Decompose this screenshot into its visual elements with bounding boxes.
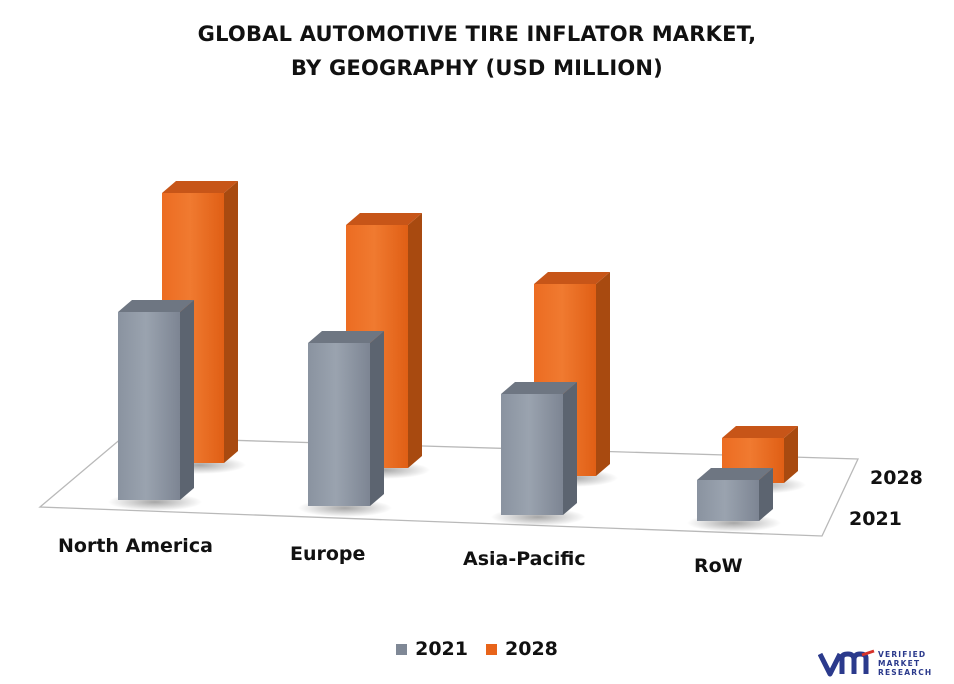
chart-title-line-2: BY GEOGRAPHY (USD MILLION) [291, 56, 663, 80]
bar-top-face [501, 382, 577, 394]
legend-swatch-2028 [486, 643, 497, 655]
bar-2021-asia-pacific [501, 382, 577, 515]
bar-2021-north-america [118, 300, 194, 500]
logo-text: VERIFIED MARKET RESEARCH [878, 650, 932, 677]
bar-front-face [308, 343, 370, 506]
bar-top-face [534, 272, 610, 284]
legend-label-2021: 2021 [415, 638, 468, 660]
bar-side-face [784, 426, 798, 483]
legend-item-2028: 2028 [486, 638, 558, 660]
bar-side-face [224, 181, 238, 463]
floor-plane [38, 436, 860, 537]
bar-top-face [346, 213, 422, 225]
category-label-row: RoW [694, 555, 743, 577]
bar-front-face [118, 312, 180, 500]
bar-front-face [697, 480, 759, 521]
legend-item-2021: 2021 [396, 638, 468, 660]
bar-top-face [308, 331, 384, 343]
vmr-logo-mark [818, 649, 875, 677]
depth-label-2028: 2028 [870, 467, 923, 489]
logo-line-3: RESEARCH [878, 668, 933, 677]
bar-top-face [722, 426, 798, 438]
bar-side-face [370, 331, 384, 506]
bar-side-face [596, 272, 610, 476]
category-label-north-america: North America [58, 535, 213, 557]
bar-2021-row [697, 468, 773, 521]
bar-side-face [563, 382, 577, 515]
bar-side-face [759, 468, 773, 521]
chart-title-line-1: GLOBAL AUTOMOTIVE TIRE INFLATOR MARKET, [197, 22, 757, 46]
bar-top-face [118, 300, 194, 312]
category-label-europe: Europe [290, 543, 366, 565]
depth-label-2021: 2021 [849, 508, 902, 530]
legend-label-2028: 2028 [505, 638, 558, 660]
bar-top-face [162, 181, 238, 193]
logo-line-1: VERIFIED [878, 650, 927, 659]
legend-swatch-2021 [396, 643, 408, 655]
bar-front-face [501, 394, 563, 515]
category-label-asia-pacific: Asia-Pacific [463, 548, 586, 570]
legend: 2021 2028 [0, 638, 954, 660]
bar-2021-europe [308, 331, 384, 506]
bar-top-face [697, 468, 773, 480]
logo-line-2: MARKET [878, 659, 921, 668]
brand-logo: VERIFIED MARKET RESEARCH [818, 646, 942, 682]
bar-side-face [180, 300, 194, 500]
bar-side-face [408, 213, 422, 468]
